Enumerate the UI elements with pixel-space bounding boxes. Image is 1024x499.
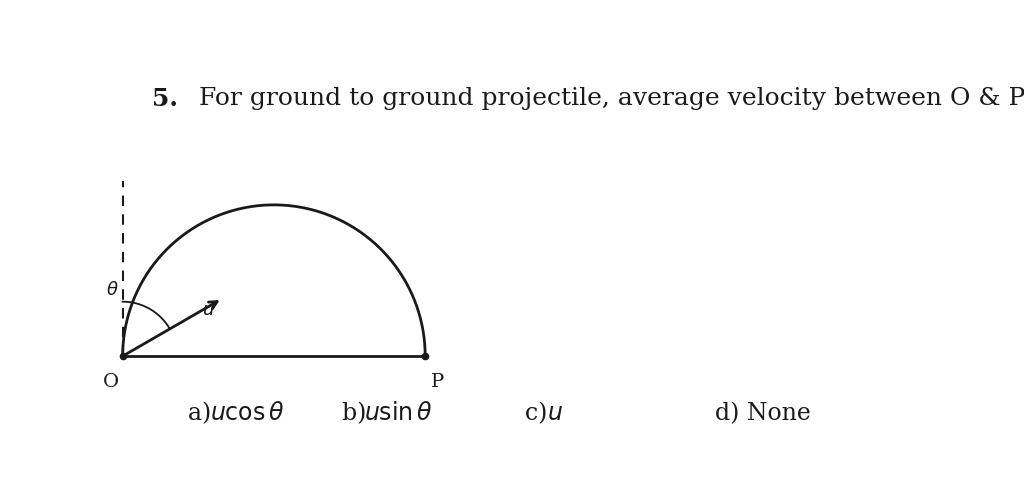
Text: For ground to ground projectile, average velocity between O & P is –: For ground to ground projectile, average…	[200, 87, 1024, 110]
Text: $u$: $u$	[547, 402, 563, 425]
Text: $u$: $u$	[202, 301, 214, 319]
Text: O: O	[102, 373, 119, 391]
Text: 5.: 5.	[152, 87, 178, 111]
Text: c): c)	[524, 402, 555, 425]
Text: a): a)	[187, 402, 218, 425]
Text: b): b)	[342, 402, 374, 425]
Text: $u\cos\theta$: $u\cos\theta$	[210, 402, 285, 425]
Text: $u\sin\theta$: $u\sin\theta$	[365, 402, 433, 425]
Text: P: P	[431, 373, 444, 391]
Text: $\theta$: $\theta$	[105, 280, 119, 298]
Text: d) None: d) None	[715, 402, 811, 425]
